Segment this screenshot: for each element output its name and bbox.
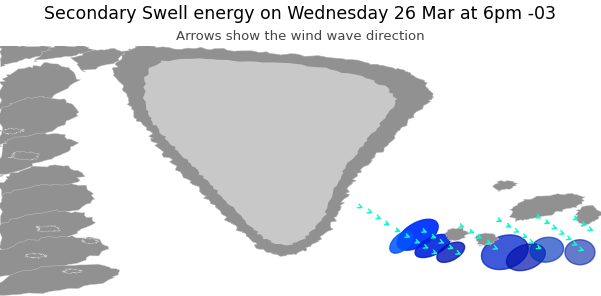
Polygon shape: [0, 45, 60, 67]
Polygon shape: [143, 58, 397, 245]
Polygon shape: [63, 268, 82, 274]
Polygon shape: [0, 165, 85, 202]
Polygon shape: [8, 151, 40, 160]
Polygon shape: [0, 128, 25, 134]
Ellipse shape: [437, 242, 465, 262]
Polygon shape: [112, 45, 433, 256]
Ellipse shape: [481, 235, 528, 270]
Polygon shape: [493, 181, 518, 192]
Polygon shape: [82, 238, 99, 244]
Text: Secondary Swell energy on Wednesday 26 Mar at 6pm -03: Secondary Swell energy on Wednesday 26 M…: [44, 5, 557, 23]
Text: Arrows show the wind wave direction: Arrows show the wind wave direction: [176, 30, 425, 43]
Polygon shape: [0, 133, 79, 177]
Ellipse shape: [390, 231, 413, 253]
Polygon shape: [25, 253, 47, 258]
Polygon shape: [509, 193, 585, 221]
Polygon shape: [444, 228, 469, 242]
Polygon shape: [575, 205, 601, 227]
Ellipse shape: [507, 244, 545, 271]
Ellipse shape: [397, 219, 438, 250]
Ellipse shape: [415, 234, 450, 258]
Polygon shape: [0, 236, 109, 277]
Polygon shape: [35, 226, 61, 232]
Ellipse shape: [530, 237, 564, 262]
Polygon shape: [0, 264, 120, 296]
Ellipse shape: [565, 240, 595, 265]
Polygon shape: [70, 48, 124, 72]
Polygon shape: [0, 96, 79, 147]
Polygon shape: [0, 184, 94, 227]
Polygon shape: [34, 45, 94, 62]
Polygon shape: [0, 62, 81, 117]
Polygon shape: [474, 233, 499, 246]
Polygon shape: [0, 210, 96, 252]
